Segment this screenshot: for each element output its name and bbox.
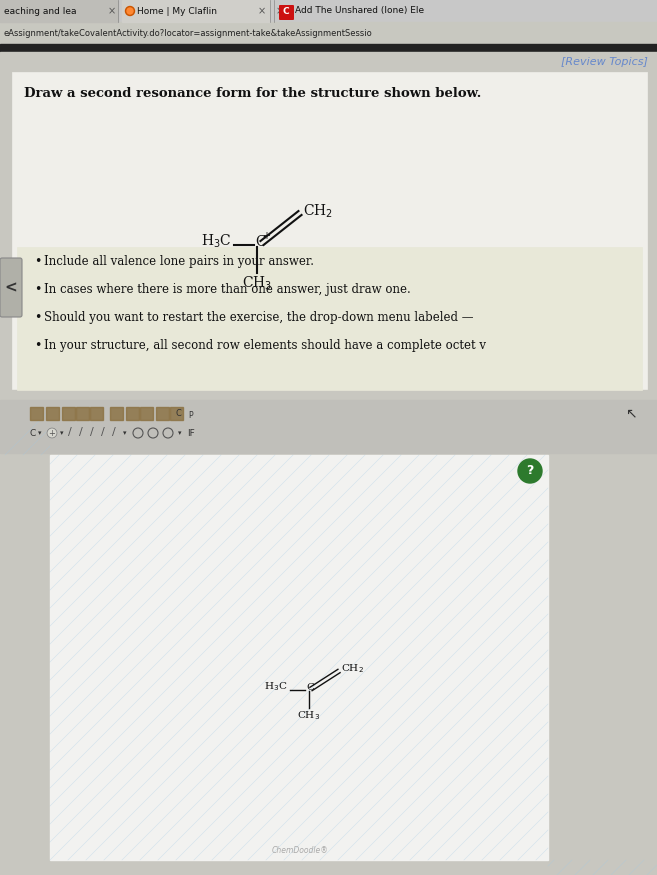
Bar [0,52,657,72]
Text: In cases where there is more than one answer, just draw one.: In cases where there is more than one an… [44,284,411,297]
Bar [0,22,657,44]
Bar [0,0,657,22]
Text: eaching and lea: eaching and lea [4,6,76,16]
Text: IF: IF [187,429,194,438]
FancyBboxPatch shape [279,5,294,20]
Text: /: / [79,427,83,437]
Text: /: / [101,427,104,437]
Bar [30,407,43,420]
Text: C: C [30,429,36,438]
Text: +: + [49,429,55,438]
Circle shape [127,8,133,14]
Text: C: C [306,683,314,692]
Text: CH$_2$: CH$_2$ [303,202,333,220]
Bar [0,0,118,22]
Circle shape [125,6,135,16]
Text: •: • [34,340,41,353]
Text: ▾: ▾ [60,430,64,436]
Text: <: < [5,281,17,296]
Bar [122,0,270,22]
Bar [17,247,642,390]
Text: CH$_3$: CH$_3$ [298,710,321,723]
Text: P: P [188,410,193,419]
Bar [62,407,75,420]
Text: ▾: ▾ [178,430,181,436]
Circle shape [518,459,542,483]
Text: In your structure, all second row elements should have a complete octet v: In your structure, all second row elemen… [44,340,486,353]
Bar [126,407,139,420]
Bar [170,407,183,420]
Text: C: C [255,235,265,249]
Text: Add The Unshared (lone) Ele: Add The Unshared (lone) Ele [295,6,424,16]
Bar [12,72,647,395]
Bar [0,400,657,453]
Bar [110,407,123,420]
Bar [156,407,169,420]
Text: ×: × [108,6,116,16]
Text: /: / [68,427,72,437]
Text: •: • [34,312,41,325]
Text: +: + [262,231,270,241]
Bar [50,455,548,860]
Text: ×: × [276,6,284,16]
Text: •: • [34,255,41,269]
Text: CH$_2$: CH$_2$ [341,662,364,676]
Text: ×: × [258,6,266,16]
Text: ?: ? [526,465,533,478]
Text: eAssignment/takeCovalentActivity.do?locator=assignment-take&takeAssignmentSessio: eAssignment/takeCovalentActivity.do?loca… [4,29,373,38]
Text: Home | My Claflin: Home | My Claflin [137,6,217,16]
Text: Draw a second resonance form for the structure shown below.: Draw a second resonance form for the str… [24,87,482,100]
Text: H$_3$C: H$_3$C [263,681,287,693]
Bar [140,407,153,420]
Text: C: C [283,6,289,16]
Text: [Review Topics]: [Review Topics] [561,57,648,67]
Text: /: / [112,427,116,437]
Circle shape [47,428,57,438]
Text: H$_3$C: H$_3$C [202,232,232,249]
Text: C: C [176,409,182,417]
Bar [76,407,89,420]
Text: ▾: ▾ [38,430,41,436]
Bar [0,390,657,400]
Text: Should you want to restart the exercise, the drop-down menu labeled —: Should you want to restart the exercise,… [44,312,474,325]
Bar [46,407,59,420]
Text: /: / [90,427,94,437]
Text: ▾: ▾ [123,430,127,436]
Text: ChemDoodle®: ChemDoodle® [271,846,328,855]
Text: •: • [34,284,41,297]
Bar [0,44,657,52]
FancyBboxPatch shape [0,258,22,317]
Text: Include all valence lone pairs in your answer.: Include all valence lone pairs in your a… [44,255,314,269]
Text: CH$_3$: CH$_3$ [242,274,272,291]
Bar [90,407,103,420]
Text: ↖: ↖ [625,406,637,420]
